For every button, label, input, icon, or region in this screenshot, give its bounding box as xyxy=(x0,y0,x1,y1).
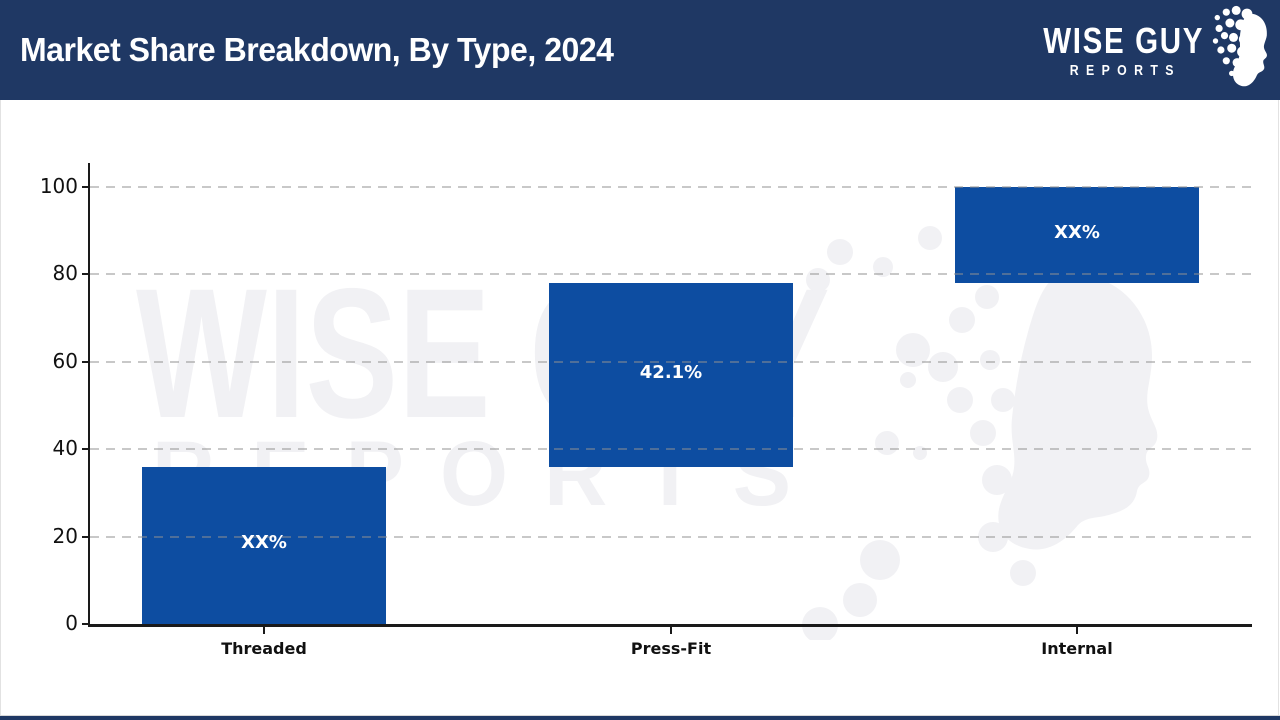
page-title: Market Share Breakdown, By Type, 2024 xyxy=(20,31,614,68)
y-tick-label-60: 60 xyxy=(52,348,78,373)
x-category-label-threaded: Threaded xyxy=(221,639,307,658)
bar-threaded xyxy=(142,466,386,624)
y-tick-40 xyxy=(82,448,90,451)
gridline-80 xyxy=(90,273,1252,276)
bar-value-label: 42.1% xyxy=(639,361,703,383)
x-category-label-internal: Internal xyxy=(1041,639,1113,658)
y-tick-0 xyxy=(82,623,90,625)
y-axis-spine xyxy=(88,163,90,626)
y-tick-20 xyxy=(82,535,90,538)
x-tick-internal xyxy=(1076,626,1078,634)
right-border xyxy=(1278,100,1279,715)
gridline-60 xyxy=(90,360,1252,363)
gridline-20 xyxy=(90,535,1252,538)
logo-text: WISE GUY REPORTS xyxy=(1043,19,1204,79)
logo-subtitle: REPORTS xyxy=(1069,61,1181,79)
y-tick-label-40: 40 xyxy=(52,436,78,461)
y-tick-label-100: 100 xyxy=(39,174,78,198)
y-tick-label-0: 0 xyxy=(65,611,78,635)
logo-wordmark: WISE GUY xyxy=(1043,19,1204,61)
y-tick-100 xyxy=(82,186,90,188)
x-axis-spine xyxy=(88,624,1252,627)
logo-head-icon xyxy=(1212,5,1267,87)
footer-hairline xyxy=(0,715,1280,716)
wise-guy-reports-logo: WISE GUY REPORTS xyxy=(1008,4,1270,96)
gridline-40 xyxy=(90,448,1252,451)
y-tick-60 xyxy=(82,360,90,363)
footer-bar xyxy=(0,716,1280,720)
bar-internal xyxy=(955,187,1199,283)
y-tick-80 xyxy=(82,273,90,276)
x-category-label-press-fit: Press-Fit xyxy=(630,639,712,658)
header-banner: Market Share Breakdown, By Type, 2024 WI… xyxy=(0,0,1280,100)
bar-press-fit xyxy=(549,282,793,467)
bar-value-label: XX% xyxy=(1054,221,1100,243)
y-tick-label-80: 80 xyxy=(52,261,78,286)
bar-value-label: XX% xyxy=(241,532,287,554)
left-border xyxy=(0,100,1,715)
x-tick-press-fit xyxy=(670,626,672,634)
gridline-100 xyxy=(90,186,1252,188)
y-tick-label-20: 20 xyxy=(52,523,78,548)
watermark-head-icon xyxy=(802,226,1158,640)
x-tick-threaded xyxy=(263,626,265,634)
